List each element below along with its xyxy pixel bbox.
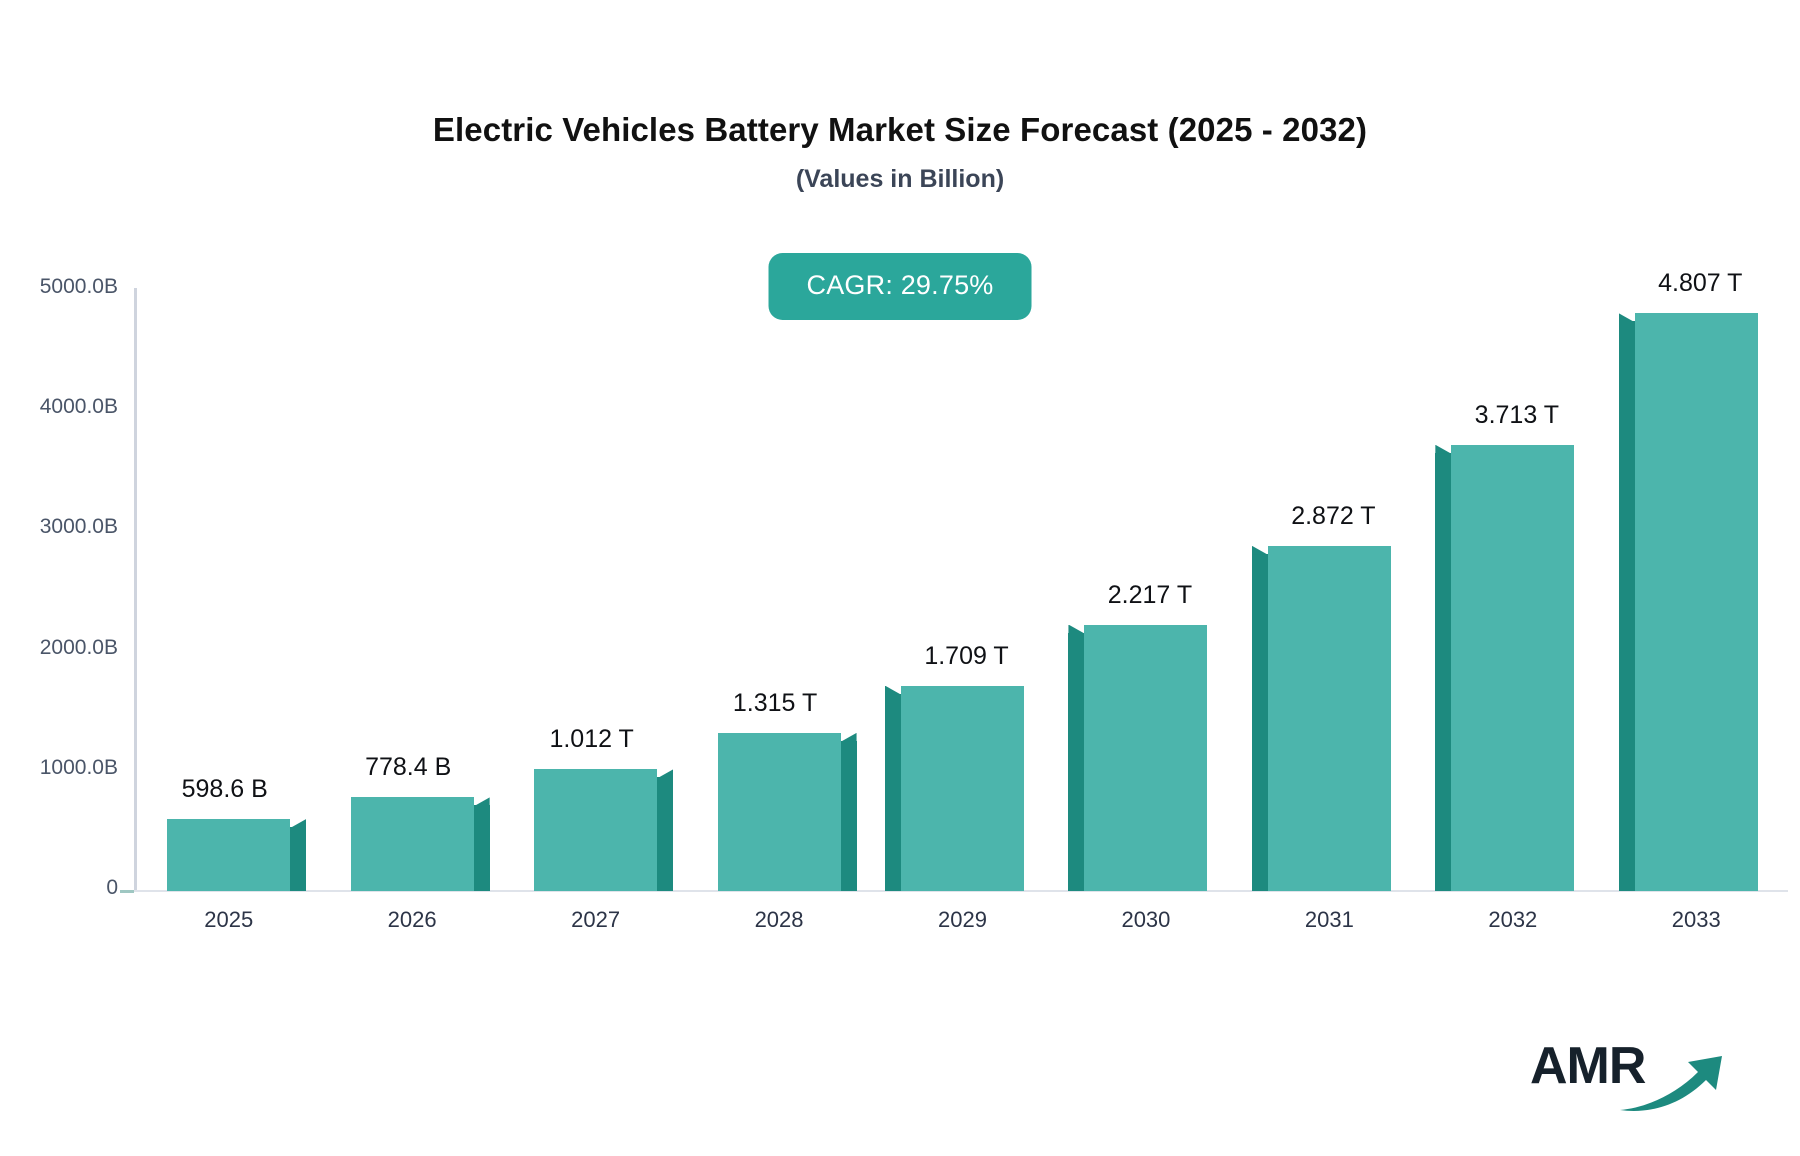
bar-side-face (840, 740, 857, 891)
bar-side-face (885, 693, 901, 891)
bar-value-label: 2.217 T (1107, 580, 1193, 609)
x-tick-label: 2029 (938, 907, 987, 932)
x-tick-label: 2030 (1121, 907, 1171, 932)
x-tick-label: 2025 (204, 907, 254, 932)
y-axis-line (134, 288, 137, 892)
bar-value-label: 598.6 B (181, 775, 268, 804)
y-tick-label: 4000.0B (39, 395, 118, 419)
x-tick-label: 2028 (754, 907, 804, 932)
bar-top-bevel (290, 819, 307, 829)
chart-header: Electric Vehicles Battery Market Size Fo… (0, 0, 1800, 194)
bar-side-face (1068, 632, 1085, 891)
bar-side-face (1251, 553, 1268, 891)
bar-top-bevel (657, 769, 674, 779)
bar (1084, 624, 1208, 891)
growth-arrow-icon (1614, 1048, 1734, 1123)
bar-value-label: 4.807 T (1658, 269, 1743, 298)
y-tick-mark (120, 890, 134, 893)
bar (167, 819, 291, 891)
x-tick-label: 2027 (571, 907, 621, 932)
bar-top-bevel (1435, 444, 1452, 454)
amr-logo: AMR (1530, 1040, 1730, 1118)
x-tick-label: 2033 (1671, 907, 1721, 932)
bar-top-bevel (885, 685, 901, 695)
bar (1634, 313, 1758, 891)
bar-value-label: 778.4 B (365, 753, 452, 782)
y-tick-label: 3000.0B (39, 515, 118, 539)
bar-top-bevel (1068, 624, 1085, 634)
bar-side-face (473, 805, 490, 891)
bar-value-label: 2.872 T (1291, 501, 1376, 530)
page-title: Electric Vehicles Battery Market Size Fo… (432, 111, 1368, 148)
y-tick-label: 1000.0B (39, 755, 118, 779)
bar (534, 769, 658, 891)
bar-top-bevel (1251, 545, 1268, 555)
bar-value-label: 1.012 T (549, 725, 634, 754)
bar-side-face (290, 827, 307, 891)
x-tick-label: 2031 (1304, 907, 1354, 932)
bar (717, 732, 841, 891)
bar-top-bevel (473, 797, 490, 807)
bar-value-label: 1.315 T (732, 688, 818, 717)
bar-side-face (657, 777, 674, 891)
x-tick-label: 2026 (387, 907, 437, 932)
bar-value-label: 3.713 T (1474, 400, 1559, 429)
amr-logo-text: AMR (1530, 1037, 1646, 1095)
x-tick-label: 2032 (1488, 907, 1538, 932)
bar (1451, 444, 1575, 891)
chart-subtitle: (Values in Billion) (795, 165, 1005, 194)
y-tick-label: 0 (106, 876, 118, 899)
bar-side-face (1618, 321, 1635, 891)
bar-top-bevel (840, 732, 857, 742)
y-tick-label: 2000.0B (39, 635, 118, 659)
x-axis-line (134, 890, 1788, 892)
cagr-badge: CAGR: 29.75% (768, 253, 1032, 320)
bar-side-face (1435, 452, 1452, 891)
y-tick-label: 5000.0B (39, 275, 118, 298)
bar-top-bevel (1618, 313, 1635, 323)
bar-value-label: 1.709 T (924, 641, 1009, 670)
bar (1267, 545, 1391, 891)
bar (350, 797, 474, 891)
bar (901, 685, 1024, 891)
